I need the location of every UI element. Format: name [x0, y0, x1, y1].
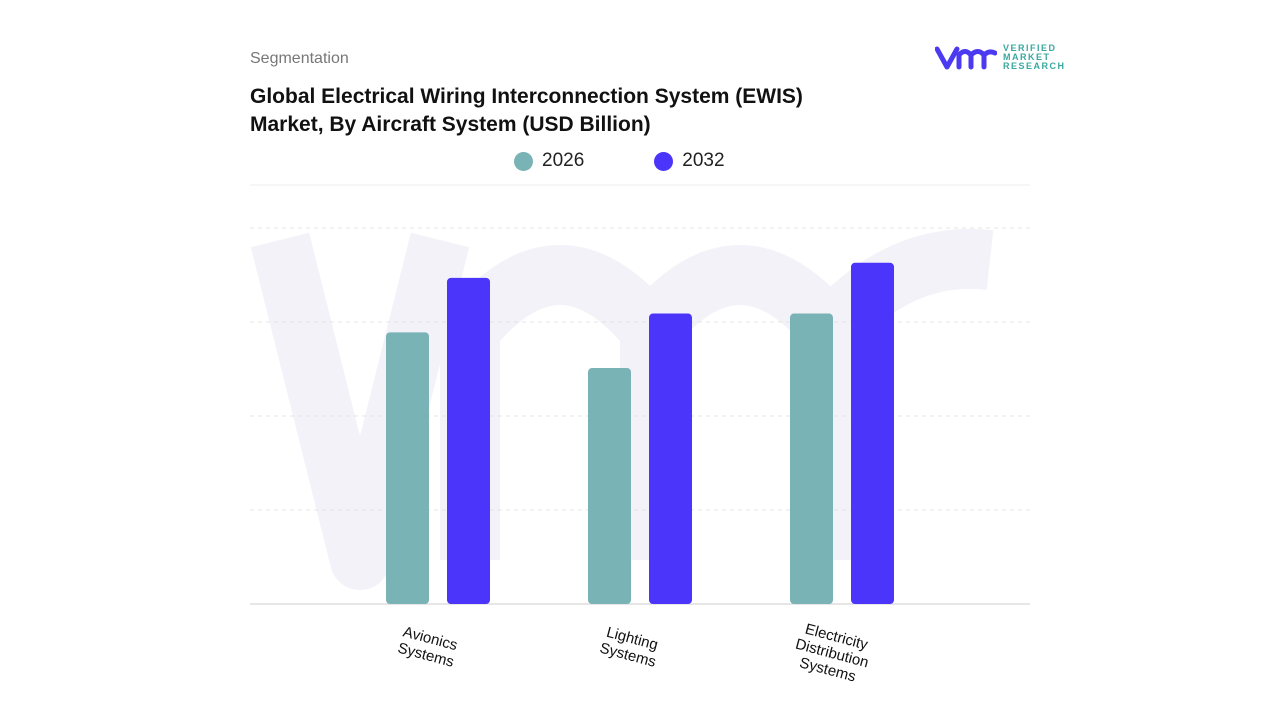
chart-title: Global Electrical Wiring Interconnection…	[250, 85, 803, 136]
bar-2026-2	[790, 313, 833, 604]
legend-item-2032: 2032	[654, 150, 725, 172]
bar-2032-2	[851, 262, 894, 604]
logo: VERIFIED MARKET RESEARCH	[935, 44, 1066, 71]
bar-2032-1	[649, 313, 692, 604]
segment-label: Segmentation	[250, 50, 349, 67]
bar-2026-0	[386, 332, 429, 604]
legend-swatch	[514, 151, 533, 171]
bar-2032-0	[447, 277, 490, 604]
legend: 2026 2032	[514, 150, 725, 172]
vmr-logo-icon	[935, 46, 997, 69]
logo-text: VERIFIED MARKET RESEARCH	[1003, 43, 1066, 71]
watermark-logo	[250, 228, 994, 590]
bar-2026-1	[588, 368, 631, 604]
legend-item-2026: 2026	[514, 150, 584, 172]
legend-swatch	[654, 151, 674, 171]
